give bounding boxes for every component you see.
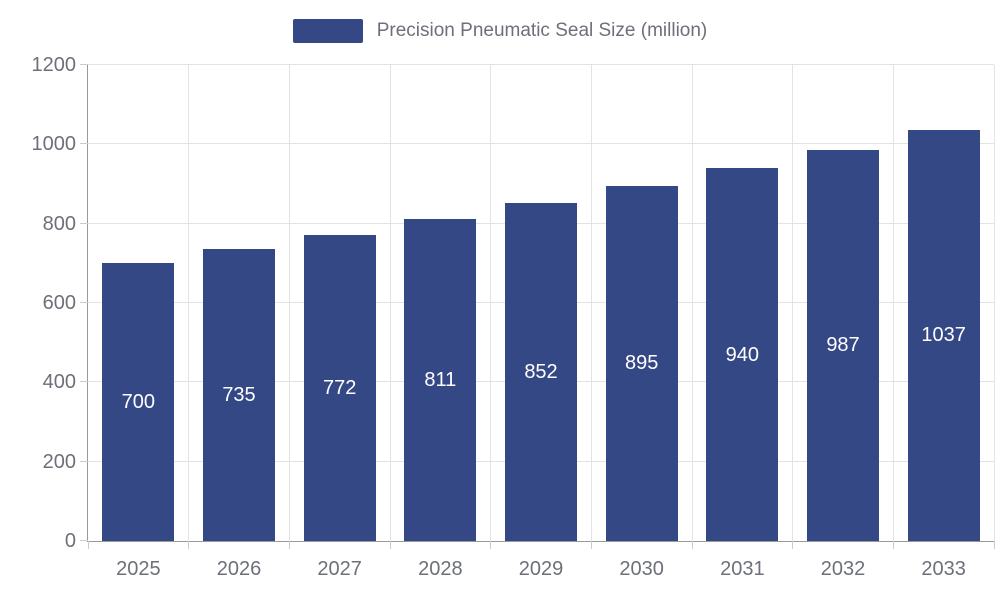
bar-value-label: 700 [121,391,156,414]
gridline-vertical [188,65,190,541]
y-axis-tick [80,381,88,383]
gridline-vertical [288,65,290,541]
x-axis-tick [993,541,995,549]
y-axis-label: 800 [42,212,76,235]
bar-value-label: 987 [826,334,860,357]
gridline-vertical [691,65,693,541]
y-axis-label: 0 [64,530,76,552]
y-axis-tick [80,64,88,65]
x-axis-tick [490,541,492,549]
bar-value-label: 895 [624,352,659,375]
x-axis-tick [892,541,894,549]
bar[interactable]: 895 [605,185,678,541]
bar-value-label: 1037 [921,324,966,347]
y-axis-label: 200 [42,450,76,473]
y-axis-label: 1000 [31,133,77,156]
x-axis-tick [87,541,89,549]
legend[interactable]: Precision Pneumatic Seal Size (million) [0,19,1000,43]
x-axis-tick [590,541,592,549]
gridline-horizontal [88,143,994,145]
bar-value-label: 811 [424,369,457,392]
bar[interactable]: 940 [706,168,779,541]
y-axis-tick [80,302,88,303]
y-axis-tick [80,222,88,224]
y-axis-label: 1200 [31,54,77,76]
gridline-horizontal [88,64,994,65]
x-axis-tick [792,541,794,549]
x-axis-label: 2030 [619,558,664,580]
y-axis-tick [80,540,88,541]
x-axis-label: 2029 [518,558,564,580]
y-axis-tick [80,143,88,145]
gridline-vertical [590,65,592,541]
bar[interactable]: 811 [404,219,477,541]
x-axis-tick [288,541,290,549]
y-axis-label: 600 [42,292,76,314]
bar-value-label: 940 [725,343,760,366]
x-axis-tick [691,541,693,549]
legend-label: Precision Pneumatic Seal Size (million) [376,20,708,41]
bar-value-label: 735 [222,384,256,407]
gridline-vertical [490,65,492,541]
x-axis-label: 2025 [116,558,161,580]
gridline-vertical [993,65,995,541]
bar-value-label: 772 [322,376,357,399]
x-axis-label: 2032 [820,558,866,580]
x-axis-tick [188,541,190,549]
x-axis-label: 2026 [216,558,262,580]
bar[interactable]: 852 [505,203,577,541]
bar-value-label: 852 [524,361,558,384]
x-axis-tick [389,541,391,549]
legend-swatch [292,19,363,43]
x-axis-label: 2027 [317,558,362,580]
bar[interactable]: 772 [303,234,376,541]
bar[interactable]: 700 [102,263,175,541]
gridline-vertical [389,65,391,541]
y-axis-label: 400 [42,371,76,394]
bar[interactable]: 735 [203,249,275,541]
plot-area: 0 200 400 600 800 1000 1200 700 2025 735 2026 772 20… [32,55,995,579]
gridline-vertical [792,65,794,541]
bar[interactable]: 987 [807,149,879,541]
gridline-vertical [892,65,894,541]
x-axis-label: 2031 [720,558,765,580]
y-axis-tick [80,460,88,462]
x-axis-label: 2033 [921,558,966,580]
bar[interactable]: 1037 [907,129,980,541]
x-axis-label: 2028 [418,558,463,580]
